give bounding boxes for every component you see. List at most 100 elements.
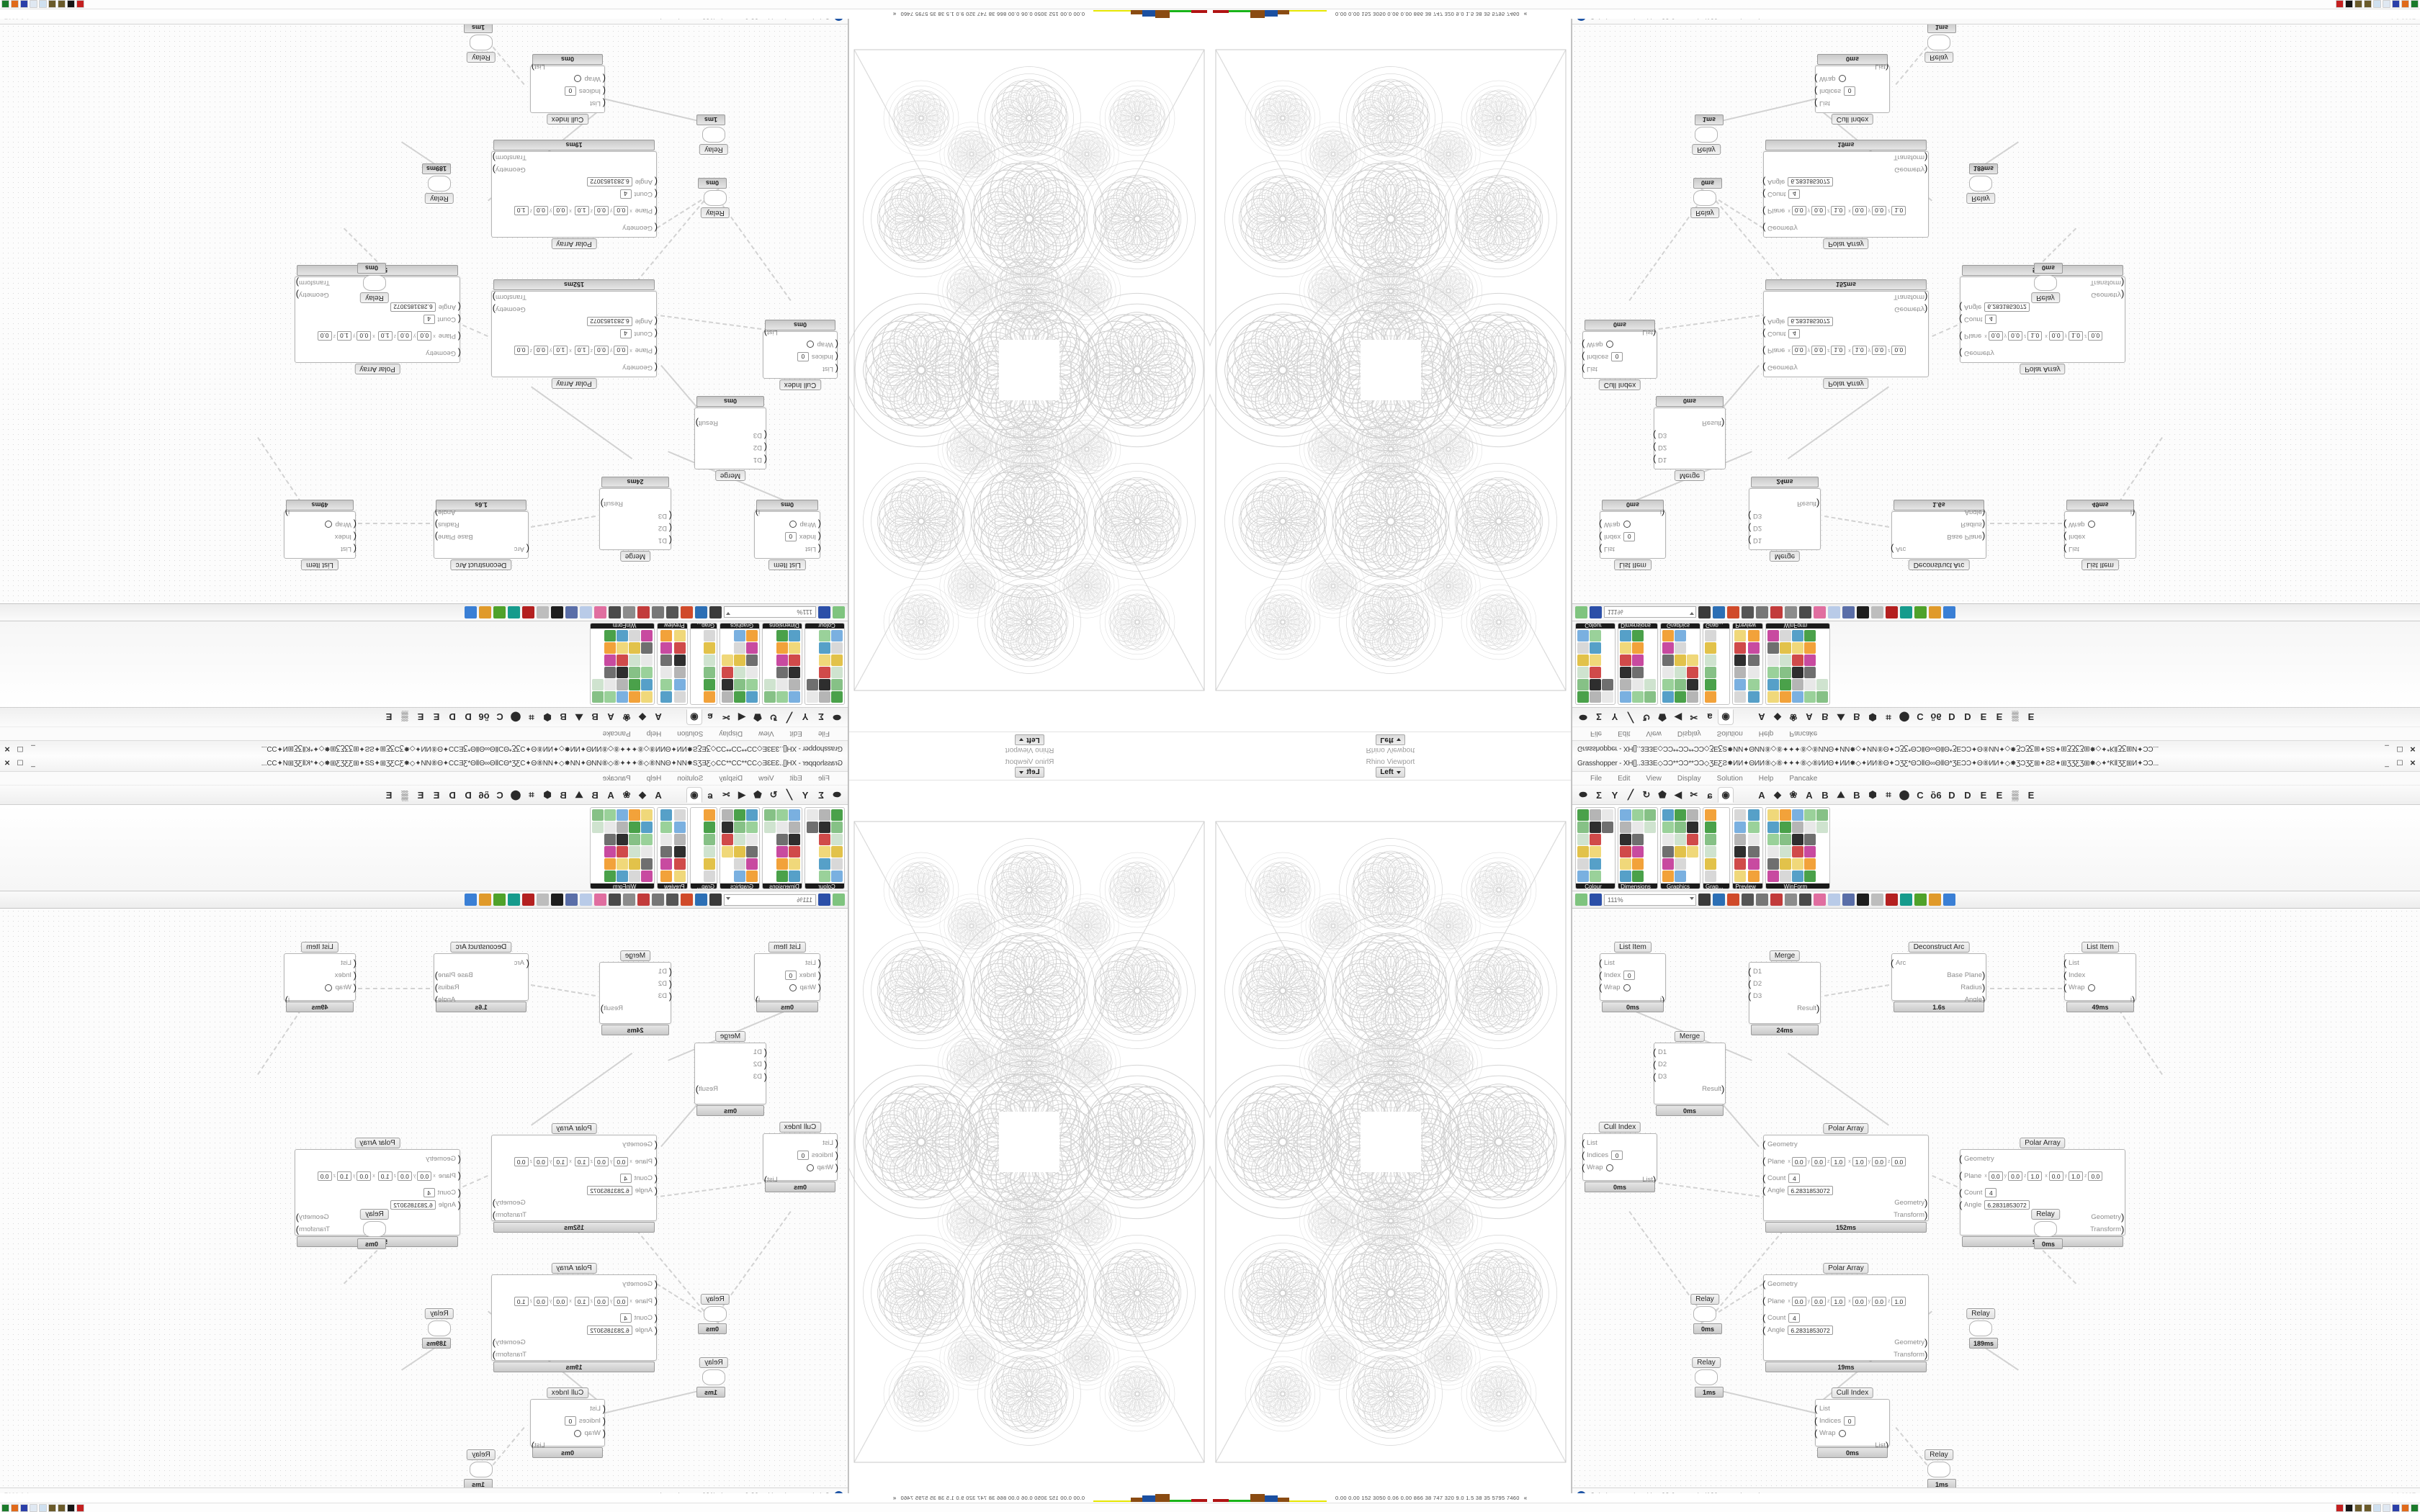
- ribbon-tab-right-10[interactable]: C: [496, 711, 503, 723]
- ribbon-component-icon[interactable]: [641, 822, 653, 833]
- text-icon[interactable]: [2383, 1503, 2390, 1512]
- gh-param-field-indices[interactable]: 0: [797, 352, 809, 361]
- plane-field-zy[interactable]: 1.0: [2069, 331, 2083, 341]
- ribbon-component-icon[interactable]: [629, 846, 641, 858]
- gh-relay-relay-3[interactable]: Relay 1ms: [696, 114, 728, 155]
- ribbon-tab-left-6[interactable]: ◀: [738, 789, 745, 800]
- ribbon-tab-right-14[interactable]: E: [1980, 711, 1987, 723]
- gh-param-field-count[interactable]: 4: [619, 329, 632, 338]
- ribbon-tab-right-5[interactable]: ⛰: [1837, 712, 1845, 723]
- menu-item-solution[interactable]: Solution: [1716, 774, 1743, 783]
- ribbon-component-icon[interactable]: [1632, 642, 1644, 654]
- shade-red-icon[interactable]: [1886, 894, 1898, 906]
- gh-param-field-index[interactable]: 0: [1623, 971, 1636, 980]
- rhino-viewport-canvas[interactable]: [1210, 780, 1571, 1503]
- ribbon-component-icon[interactable]: [1620, 654, 1631, 666]
- ribbon-component-icon[interactable]: [831, 691, 843, 703]
- ribbon-tab-right-17[interactable]: E: [2027, 711, 2035, 723]
- ribbon-component-icon[interactable]: [604, 809, 617, 821]
- gh-param-field-index[interactable]: 0: [784, 532, 797, 541]
- input-port-icon[interactable]: (: [1653, 1071, 1657, 1082]
- ribbon-tab-right-1[interactable]: ◆: [639, 712, 646, 723]
- ribbon-component-icon[interactable]: [660, 667, 672, 678]
- text-icon[interactable]: [30, 0, 37, 9]
- ribbon-tab-left-0[interactable]: ⬬: [833, 789, 841, 800]
- ribbon-tab-right-5[interactable]: ⛰: [1837, 789, 1845, 800]
- menu-item-pancake[interactable]: Pancake: [1789, 774, 1818, 783]
- ribbon-component-icon[interactable]: [831, 870, 843, 882]
- input-port-icon[interactable]: (: [1959, 348, 1963, 359]
- ribbon-component-icon[interactable]: [722, 809, 733, 821]
- ribbon-component-icon[interactable]: [1803, 834, 1816, 845]
- menu-item-pancake[interactable]: Pancake: [1789, 729, 1818, 738]
- ribbon-tab-right-2[interactable]: ❀: [1789, 712, 1798, 723]
- save-icon[interactable]: [1590, 606, 1602, 618]
- menu-item-solution[interactable]: Solution: [677, 774, 704, 783]
- plane-field-zy[interactable]: 0.0: [534, 346, 548, 356]
- gh-relay-relay-4[interactable]: Relay 1ms: [1924, 24, 1956, 63]
- preview-icon[interactable]: [695, 606, 707, 618]
- gh-node-deconstruct-arc[interactable]: Deconstruct Arc(Arc Base Plane) Radius) Ang…: [1891, 500, 1986, 570]
- ribbon-component-icon[interactable]: [746, 630, 758, 642]
- plane-field-oz[interactable]: 1.0: [1831, 1156, 1846, 1166]
- ribbon-component-icon[interactable]: [819, 654, 830, 666]
- rhino-icon[interactable]: [2336, 0, 2344, 9]
- grasshopper-titlebar[interactable]: Grasshopper - XH[]..3Ǝ3E◇ƆƆ**ƆƆ**ƆƆ◇ƷEƸƧ…: [0, 740, 848, 756]
- ribbon-tab-left-8[interactable]: ɕ: [1707, 711, 1713, 723]
- grasshopper-titlebar[interactable]: Grasshopper - XH[]..3Ǝ3E◇ƆƆ**ƆƆ**ƆƆ◇ƷEƸƧ…: [0, 756, 848, 772]
- gh-param-field-index[interactable]: 0: [1623, 532, 1636, 541]
- ribbon-component-icon[interactable]: [641, 654, 653, 666]
- ribbon-component-icon[interactable]: [1577, 846, 1589, 858]
- ribbon-component-icon[interactable]: [673, 679, 686, 690]
- rhino-mask-icon[interactable]: [2345, 0, 2353, 9]
- input-port-icon[interactable]: (: [654, 362, 658, 374]
- ribbon-tab-right-16[interactable]: ▒: [401, 711, 408, 723]
- boolean-toggle-icon[interactable]: [1623, 984, 1631, 991]
- gh-relay-nickname[interactable]: Relay: [701, 1294, 730, 1305]
- ribbon-component-icon[interactable]: [764, 822, 776, 833]
- input-port-icon[interactable]: (: [1762, 362, 1766, 374]
- input-port-icon[interactable]: (: [526, 957, 529, 968]
- ribbon-tab-right-11[interactable]: ὂ6: [478, 789, 490, 801]
- boolean-toggle-icon[interactable]: [1838, 75, 1846, 83]
- input-port-icon[interactable]: (: [1959, 1199, 1963, 1210]
- shade-teal-icon[interactable]: [508, 894, 520, 906]
- ribbon-component-icon[interactable]: [1734, 822, 1747, 833]
- gh-relay-relay-5[interactable]: Relay 0ms: [2031, 263, 2063, 303]
- gh-node-nickname[interactable]: Merge: [619, 950, 651, 961]
- ribbon-component-icon[interactable]: [1748, 822, 1760, 833]
- shade-black-icon[interactable]: [1857, 606, 1869, 618]
- output-port-icon[interactable]: ): [434, 981, 438, 993]
- ribbon-component-icon[interactable]: [1590, 642, 1601, 654]
- ribbon-component-icon[interactable]: [1620, 858, 1631, 870]
- ribbon-component-icon[interactable]: [617, 642, 629, 654]
- ribbon-component-icon[interactable]: [629, 809, 641, 821]
- ribbon-component-icon[interactable]: [1791, 834, 1803, 845]
- ribbon-component-icon[interactable]: [1734, 667, 1747, 678]
- ribbon-component-icon[interactable]: [1791, 858, 1803, 870]
- ribbon-tab-right-16[interactable]: ▒: [401, 789, 408, 801]
- plane-field-zy[interactable]: 1.0: [2069, 1171, 2083, 1181]
- ribbon-component-icon[interactable]: [641, 679, 653, 690]
- menu-item-display[interactable]: Display: [1677, 774, 1701, 783]
- maximize-icon[interactable]: ☐: [17, 760, 24, 768]
- ribbon-component-icon[interactable]: [1767, 630, 1779, 642]
- output-port-icon[interactable]: ): [2121, 277, 2125, 289]
- input-port-icon[interactable]: (: [2063, 544, 2067, 555]
- ribbon-component-icon[interactable]: [831, 858, 843, 870]
- ribbon-component-icon[interactable]: [660, 846, 672, 858]
- save-icon[interactable]: [818, 606, 830, 618]
- rhino-mask-icon[interactable]: [2345, 1503, 2353, 1512]
- ribbon-component-icon[interactable]: [746, 654, 758, 666]
- ribbon-component-icon[interactable]: [1632, 654, 1644, 666]
- ribbon-component-icon[interactable]: [1734, 858, 1747, 870]
- ribbon-component-icon[interactable]: [1791, 870, 1803, 882]
- ribbon-component-icon[interactable]: [831, 679, 843, 690]
- ribbon-component-icon[interactable]: [819, 667, 830, 678]
- gh-param-field-angle[interactable]: 6.2831853072: [1788, 1186, 1833, 1195]
- close-icon[interactable]: ✕: [2409, 760, 2416, 768]
- ribbon-tab-left-4[interactable]: ↻: [1642, 789, 1651, 800]
- gh-param-field-count[interactable]: 4: [1788, 1174, 1801, 1183]
- ribbon-tab-left-5[interactable]: ⬟: [753, 712, 762, 723]
- gh-relay-shape[interactable]: [1695, 1369, 1718, 1385]
